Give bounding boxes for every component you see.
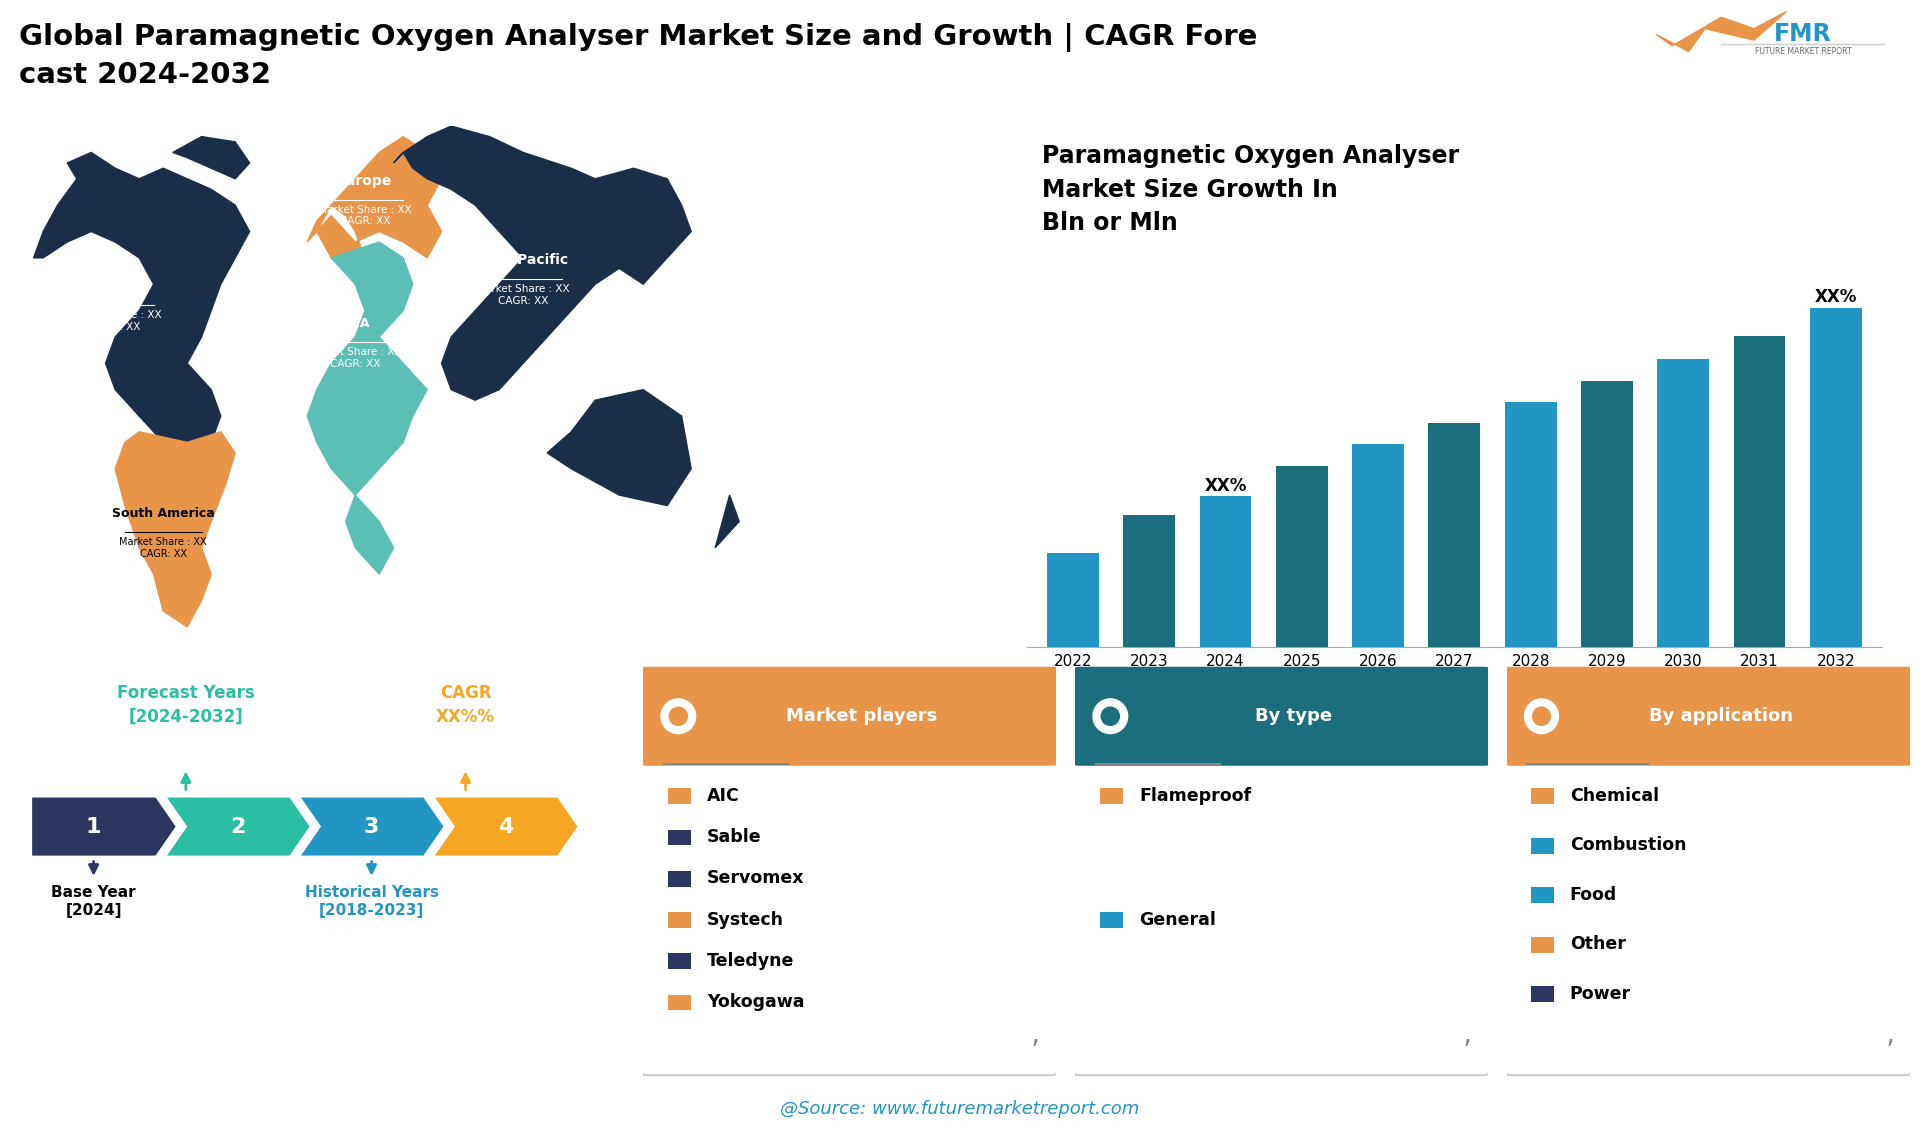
Bar [1580, 380, 1632, 647]
Text: Combustion: Combustion [1571, 837, 1686, 855]
Text: 2: 2 [230, 817, 246, 837]
Text: North
America: North America [83, 272, 148, 301]
Bar [1657, 360, 1709, 647]
Bar [668, 871, 691, 887]
Text: Historical Years
[2018-2023]: Historical Years [2018-2023] [305, 885, 438, 918]
Bar [668, 995, 691, 1011]
Text: Paramagnetic Oxygen Analyser
Market Size Growth In
Bln or Mln: Paramagnetic Oxygen Analyser Market Size… [1043, 144, 1459, 235]
Polygon shape [714, 495, 739, 548]
Text: Systech: Systech [707, 911, 783, 928]
Polygon shape [547, 390, 691, 505]
Bar [1532, 838, 1553, 854]
Polygon shape [394, 126, 691, 400]
Bar [1532, 937, 1553, 952]
Text: General: General [1139, 911, 1215, 928]
Circle shape [1532, 707, 1549, 725]
Text: XX%: XX% [1814, 288, 1857, 306]
Text: Teledyne: Teledyne [707, 952, 795, 970]
Text: @Source: www.futuremarketreport.com: @Source: www.futuremarketreport.com [780, 1100, 1140, 1117]
Text: Europe: Europe [338, 174, 392, 188]
Bar [1277, 465, 1329, 647]
FancyBboxPatch shape [634, 667, 1066, 766]
Polygon shape [173, 136, 250, 179]
Polygon shape [1655, 11, 1786, 52]
Polygon shape [33, 152, 250, 453]
Text: Other: Other [1571, 935, 1626, 953]
Text: Market Share : XX
CAGR: XX: Market Share : XX CAGR: XX [309, 347, 401, 369]
Bar [668, 912, 691, 928]
FancyBboxPatch shape [641, 758, 1058, 1075]
Text: Market Share : XX
CAGR: XX: Market Share : XX CAGR: XX [319, 205, 411, 227]
Text: South America: South America [111, 507, 215, 520]
Text: 4: 4 [497, 817, 513, 837]
Text: Base Year
[2024]: Base Year [2024] [52, 885, 136, 918]
Polygon shape [115, 432, 234, 627]
Bar [1046, 554, 1098, 647]
Text: XX%: XX% [1204, 477, 1246, 495]
Bar [1532, 887, 1553, 903]
Text: ’: ’ [1031, 1038, 1041, 1067]
FancyBboxPatch shape [1073, 758, 1490, 1075]
Text: Food: Food [1571, 886, 1617, 904]
Text: Servomex: Servomex [707, 870, 804, 887]
Text: AIC: AIC [707, 787, 739, 804]
Polygon shape [307, 136, 442, 274]
Text: By application: By application [1649, 707, 1793, 725]
Polygon shape [165, 796, 311, 857]
Text: Market Share : XX
CAGR: XX: Market Share : XX CAGR: XX [476, 284, 570, 306]
Text: Power: Power [1571, 984, 1630, 1003]
Polygon shape [432, 796, 578, 857]
Text: Flameproof: Flameproof [1139, 787, 1252, 804]
Bar [668, 788, 691, 804]
Circle shape [660, 699, 695, 733]
FancyBboxPatch shape [1066, 667, 1498, 766]
Text: Market Share : XX
CAGR: XX: Market Share : XX CAGR: XX [119, 537, 207, 558]
Bar [1100, 788, 1123, 804]
FancyBboxPatch shape [1498, 667, 1920, 766]
Text: Chemical: Chemical [1571, 787, 1659, 804]
Circle shape [1092, 699, 1127, 733]
Text: Forecast Years
[2024-2032]: Forecast Years [2024-2032] [117, 684, 255, 725]
Text: Sable: Sable [707, 829, 762, 846]
Text: Market players: Market players [787, 707, 937, 725]
Circle shape [1102, 707, 1119, 725]
Text: 3: 3 [365, 817, 380, 837]
Bar [1200, 496, 1252, 647]
Text: CAGR
XX%%: CAGR XX%% [436, 684, 495, 725]
Text: FMR: FMR [1774, 23, 1832, 46]
Text: ’: ’ [1463, 1038, 1473, 1067]
Bar [1505, 402, 1557, 647]
Text: By type: By type [1256, 707, 1332, 725]
Bar [668, 953, 691, 970]
Polygon shape [31, 796, 177, 857]
Text: 1: 1 [86, 817, 102, 837]
Text: Asia Pacific: Asia Pacific [478, 253, 568, 267]
Bar [1352, 445, 1404, 647]
Text: Global Paramagnetic Oxygen Analyser Market Size and Growth | CAGR Fore
cast 2024: Global Paramagnetic Oxygen Analyser Mark… [19, 23, 1258, 88]
Bar [1532, 987, 1553, 1002]
Text: FUTURE MARKET REPORT: FUTURE MARKET REPORT [1755, 47, 1851, 56]
Bar [1532, 788, 1553, 804]
Bar [668, 830, 691, 846]
Bar [1123, 516, 1175, 647]
FancyBboxPatch shape [1505, 758, 1912, 1075]
Circle shape [1524, 699, 1559, 733]
Bar [1734, 336, 1786, 647]
Text: Market Share : XX
CAGR: XX: Market Share : XX CAGR: XX [69, 311, 161, 332]
Polygon shape [307, 242, 426, 574]
Polygon shape [300, 796, 445, 857]
Text: Yokogawa: Yokogawa [707, 994, 804, 1011]
Text: ’: ’ [1885, 1038, 1895, 1067]
Bar [1100, 912, 1123, 928]
Circle shape [670, 707, 687, 725]
Bar [1811, 307, 1862, 647]
Text: MEA: MEA [340, 317, 371, 330]
Bar [1428, 423, 1480, 647]
